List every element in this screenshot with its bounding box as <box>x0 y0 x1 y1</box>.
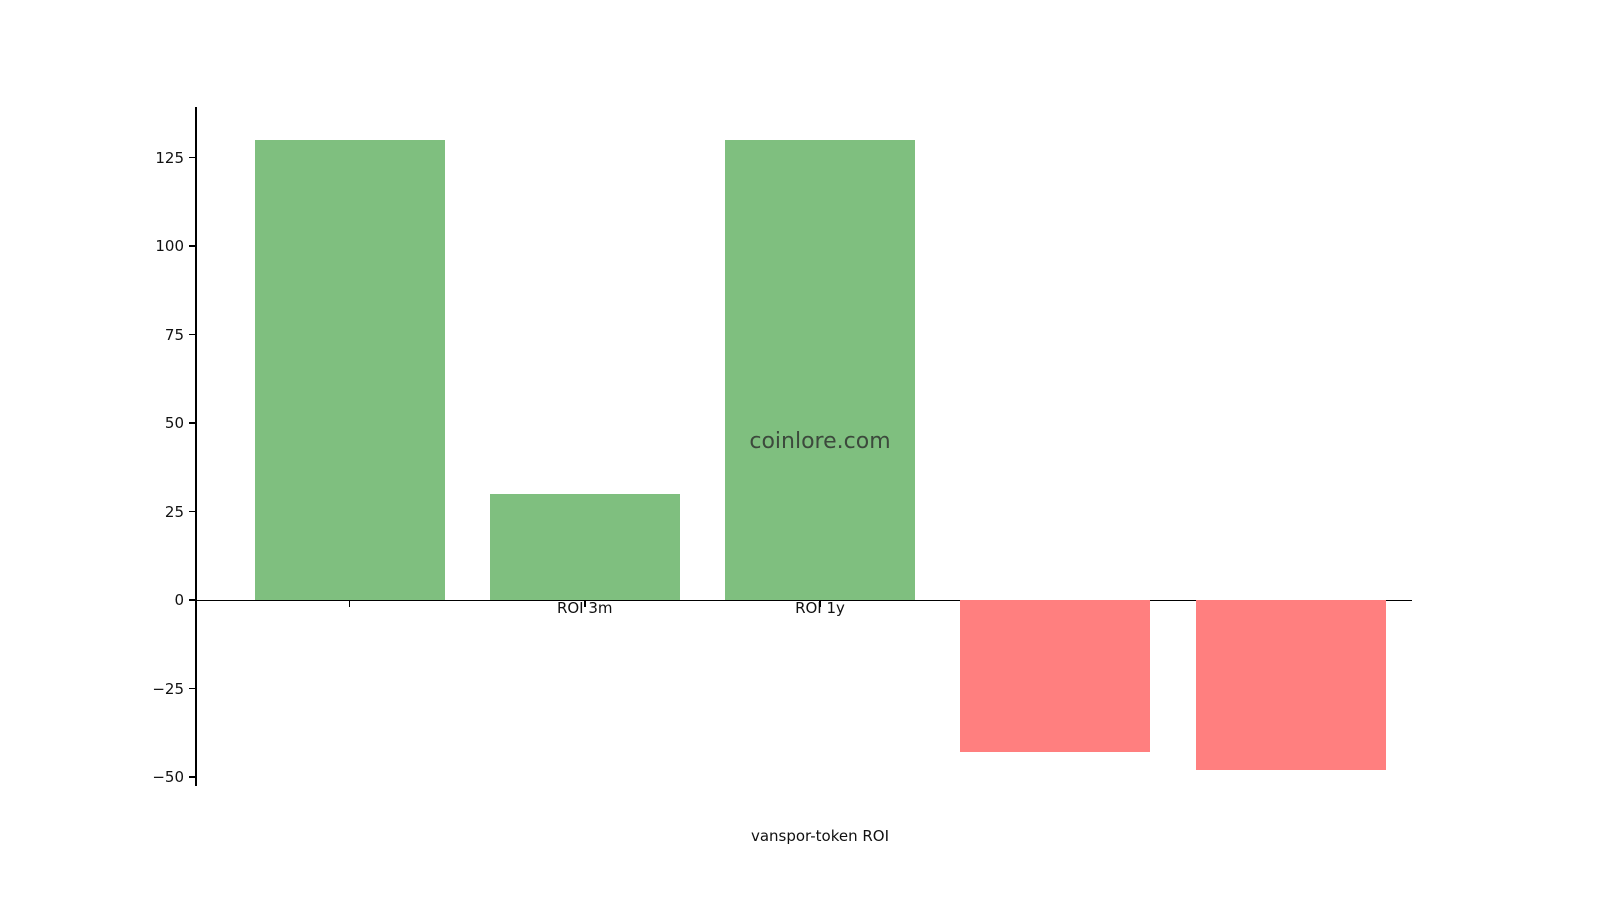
bar-4-negative <box>1195 600 1386 770</box>
y-tick-mark <box>188 156 196 159</box>
x-tick-mark <box>348 600 351 607</box>
y-tick-mark <box>188 687 196 690</box>
y-axis-spine <box>195 107 197 786</box>
x-tick-label: ROI 1y <box>795 599 845 617</box>
x-axis-zero-line <box>196 599 1412 601</box>
y-tick-mark <box>188 333 196 336</box>
x-tick-label: ROI 3m <box>556 599 613 617</box>
y-tick-label: 25 <box>164 502 184 521</box>
y-tick-label: −50 <box>152 768 184 786</box>
y-tick-mark <box>188 599 196 601</box>
y-tick-label: −25 <box>152 679 184 698</box>
y-tick-label: 50 <box>164 414 184 432</box>
bar-3-negative <box>960 600 1151 753</box>
x-tick-mark <box>584 600 586 607</box>
y-tick-mark <box>188 776 196 778</box>
y-tick-label: 0 <box>174 591 184 609</box>
x-tick-mark <box>819 600 821 607</box>
y-tick-label: 75 <box>164 325 184 344</box>
bar-0-positive <box>254 139 445 600</box>
bar-2-positive <box>725 139 915 600</box>
bar-1-positive <box>489 493 680 600</box>
chart-title: vanspor-token ROI <box>750 827 890 845</box>
y-tick-mark <box>188 245 196 247</box>
y-tick-label: 125 <box>155 148 184 167</box>
y-tick-mark <box>188 510 196 513</box>
y-tick-mark <box>188 422 196 424</box>
y-tick-label: 100 <box>155 237 184 255</box>
watermark: coinlore.com <box>749 429 891 454</box>
